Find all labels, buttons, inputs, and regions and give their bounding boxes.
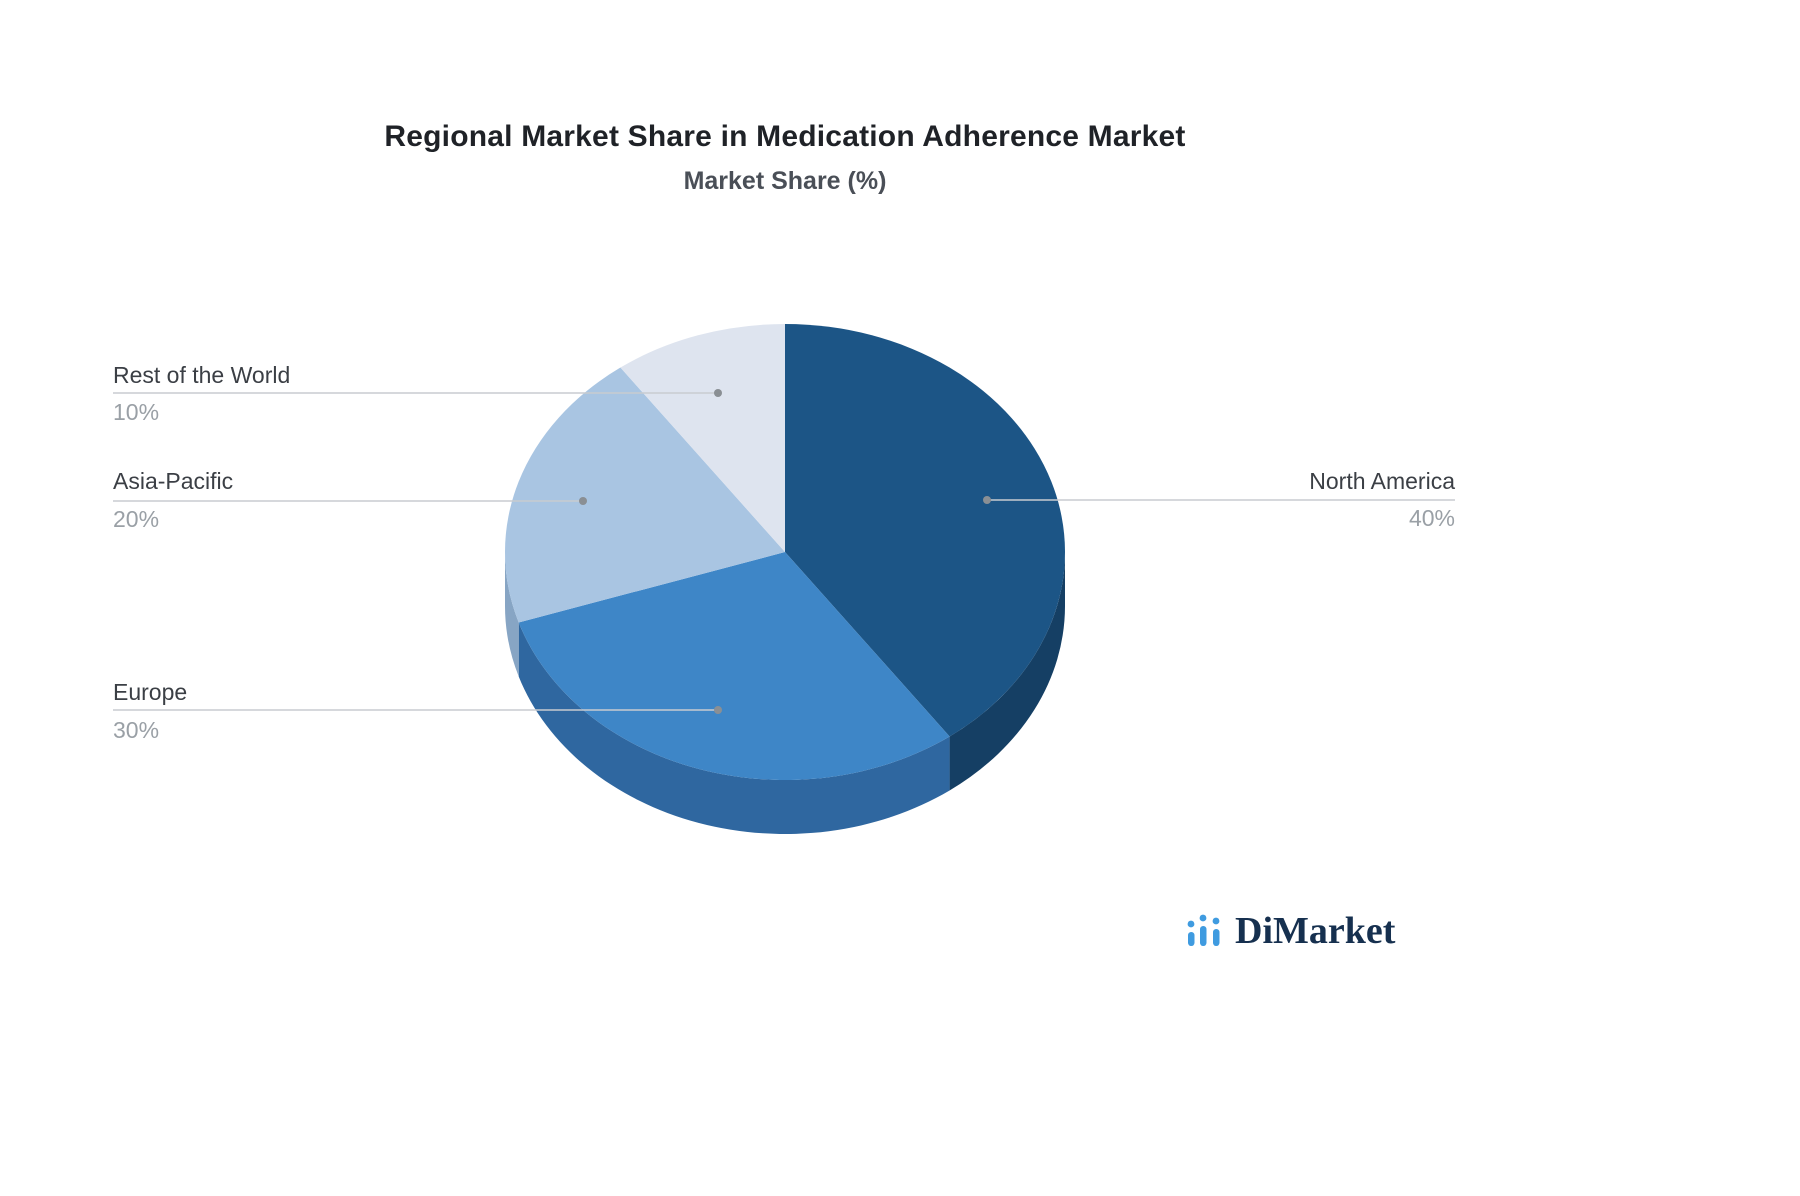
pie-slice-europe[interactable] (518, 552, 950, 781)
pie-slice-rest-of-the-world[interactable] (620, 324, 785, 552)
chart-title: Regional Market Share in Medication Adhe… (384, 120, 1186, 153)
bar-chart-icon (1187, 914, 1220, 946)
pie-slice-side-europe (518, 622, 950, 835)
chart-subtitle: Market Share (%) (683, 167, 887, 195)
value-europe: 30% (113, 717, 159, 743)
pie-slice-asia-pacific[interactable] (504, 367, 785, 623)
value-rest-of-the-world: 10% (113, 399, 159, 425)
leader-dot-asia-pacific (579, 497, 587, 505)
leader-dots (579, 389, 991, 714)
label-asia-pacific: Asia-Pacific (113, 468, 233, 494)
leader-dot-north-america (983, 496, 991, 504)
leader-lines (113, 392, 1455, 711)
label-rest-of-the-world: Rest of the World (113, 362, 290, 388)
label-europe: Europe (113, 679, 187, 705)
leader-dot-rest-of-the-world (714, 389, 722, 397)
leader-dot-europe (714, 706, 722, 714)
slice-labels: Rest of the World 10% Asia-Pacific 20% E… (113, 362, 1455, 743)
pie-slice-side-north-america (949, 552, 1065, 791)
dimarket-logo: DiMarket (1183, 905, 1395, 957)
chart-header: Regional Market Share in Medication Adhe… (0, 118, 1570, 196)
logo-text: DiMarket (1235, 910, 1396, 952)
pie-slice-north-america[interactable] (785, 324, 1066, 737)
value-north-america: 40% (1409, 505, 1455, 531)
label-north-america: North America (1309, 468, 1455, 494)
pie-slice-side-asia-pacific (505, 552, 519, 677)
pie-slices (504, 324, 1066, 835)
value-asia-pacific: 20% (113, 506, 159, 532)
